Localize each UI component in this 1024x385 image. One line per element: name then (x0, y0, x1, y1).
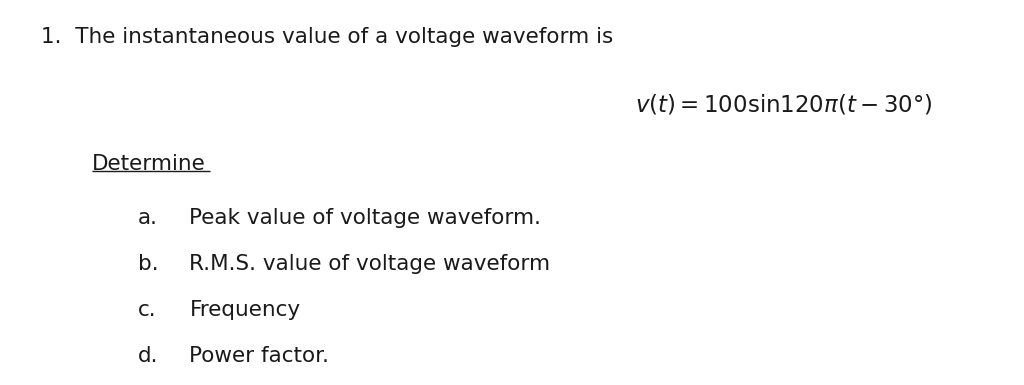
Text: Frequency: Frequency (189, 300, 301, 320)
Text: 1.  The instantaneous value of a voltage waveform is: 1. The instantaneous value of a voltage … (41, 27, 613, 47)
Text: c.: c. (138, 300, 157, 320)
Text: Peak value of voltage waveform.: Peak value of voltage waveform. (189, 208, 542, 228)
Text: d.: d. (138, 346, 159, 367)
Text: R.M.S. value of voltage waveform: R.M.S. value of voltage waveform (189, 254, 551, 274)
Text: a.: a. (138, 208, 159, 228)
Text: $v(t) = 100\mathrm{sin}120\pi(t - 30°)$: $v(t) = 100\mathrm{sin}120\pi(t - 30°)$ (635, 92, 933, 116)
Text: b.: b. (138, 254, 159, 274)
Text: Power factor.: Power factor. (189, 346, 330, 367)
Text: Determine: Determine (92, 154, 206, 174)
